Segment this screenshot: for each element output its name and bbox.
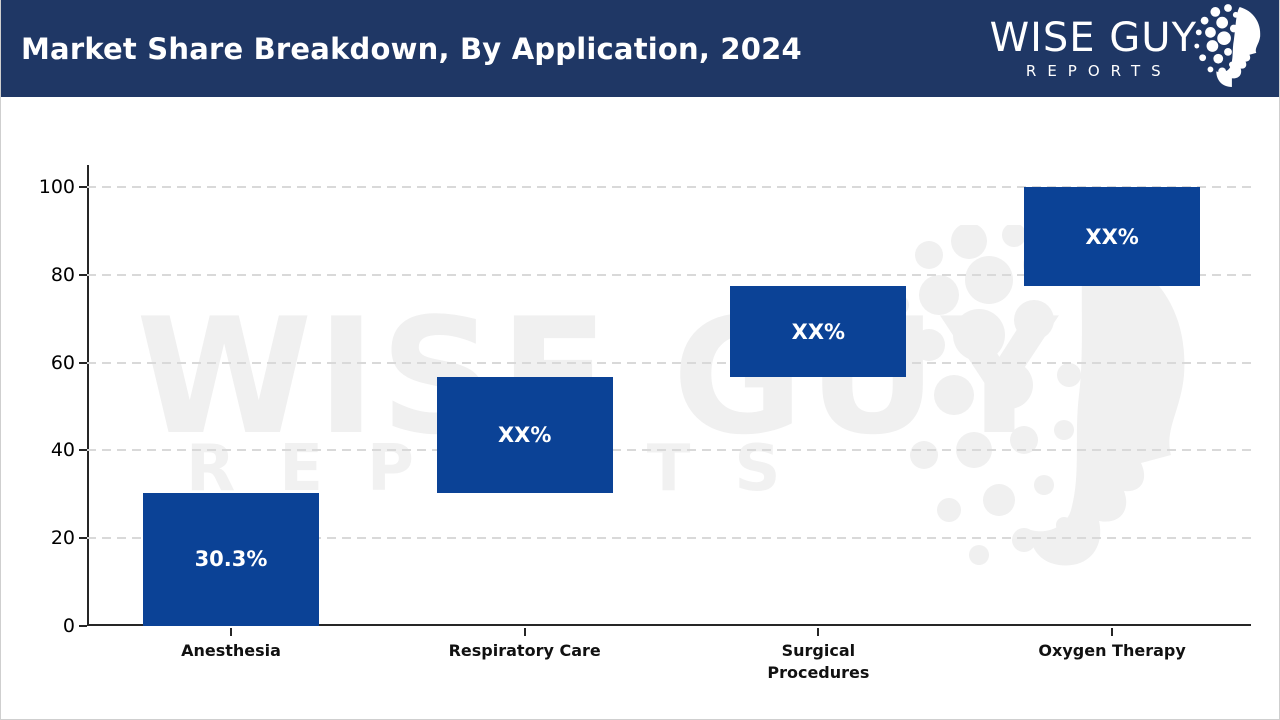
bar-value-label: 30.3% [194,547,268,572]
plot-area: 0 20 40 60 80 100 30.3% Anesthesia XX% Respirator… [1,97,1279,719]
brand-subname: REPORTS [1025,62,1172,80]
dotted-head-logo-icon [1189,3,1267,95]
x-tick-mark [1111,628,1114,636]
y-tick-label: 100 [38,176,75,198]
y-axis-line [87,165,89,626]
y-tick-label: 0 [62,615,75,637]
y-tick-label: 60 [50,351,75,374]
x-category-label: Surgical Procedures [767,641,870,682]
bar-value-label: XX% [791,319,846,344]
bar-segment: 30.3% [143,492,319,626]
gridline-100 [87,186,1251,188]
y-tick-mark [79,449,87,452]
bar-value-label: XX% [1085,224,1139,249]
x-category-label: Anesthesia [181,641,281,660]
y-tick-mark [79,537,87,540]
x-tick-mark [230,628,232,636]
y-tick-mark [79,361,87,364]
brand-logo: WISE GUY REPORTS [990,0,1267,97]
y-tick-label: 40 [50,439,75,462]
brand-name: WISE GUY [989,15,1197,61]
y-tick-mark [79,186,87,188]
y-tick-label: 20 [50,527,75,550]
brand-logo-text: WISE GUY REPORTS [990,18,1197,79]
y-tick-mark [79,625,87,627]
y-tick-label: 80 [50,263,75,286]
x-axis-line [87,624,1251,626]
x-category-label: Respiratory Care [448,641,601,660]
header-bar: Market Share Breakdown, By Application, … [1,0,1279,97]
x-category-label: Oxygen Therapy [1038,641,1186,660]
gridline-40 [87,449,1251,452]
bar-segment: XX% [730,286,907,378]
y-tick-mark [79,273,87,276]
bar-value-label: XX% [497,423,552,448]
x-tick-mark [523,628,526,636]
gridline-60 [87,361,1251,364]
gridline-80 [87,273,1251,276]
x-tick-mark [817,628,820,636]
bar-segment: XX% [1024,187,1201,287]
chart-title: Market Share Breakdown, By Application, … [21,31,802,66]
gridline-20 [87,537,1251,540]
bar-segment: XX% [436,377,613,493]
